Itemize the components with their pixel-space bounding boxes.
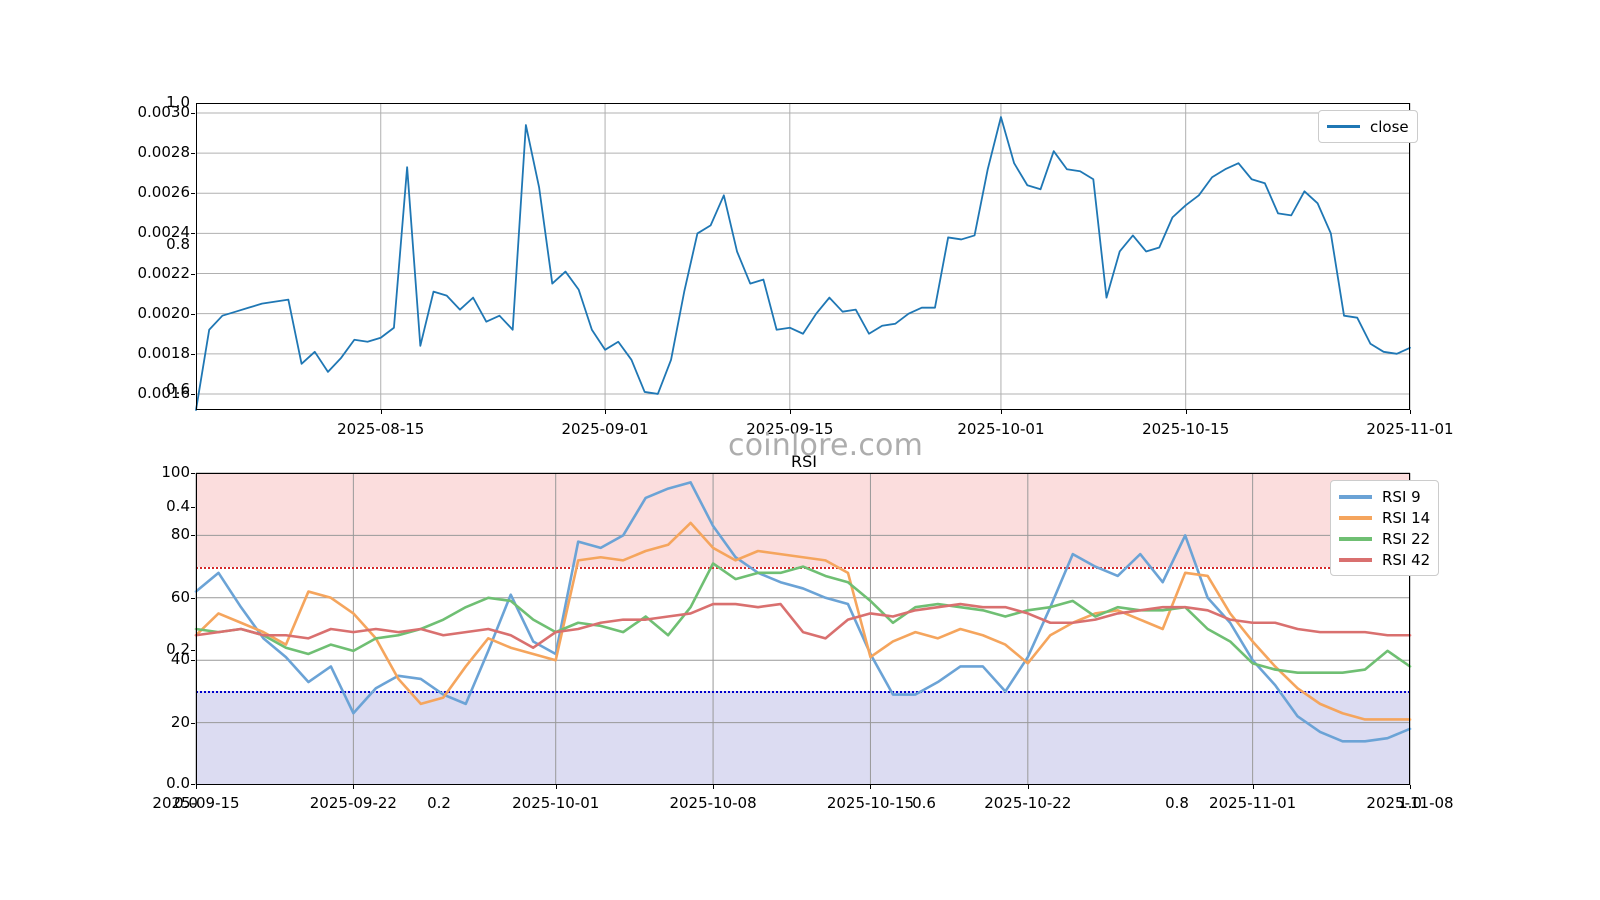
price-gridlines [196, 103, 1411, 410]
rsi-x-overlay-tick-label: 1.0 [1398, 794, 1422, 812]
y-tick-mark [191, 597, 195, 599]
rsi-series-lines [194, 481, 1412, 743]
rsi-x-tick-label: 2025-10-22 [984, 794, 1072, 812]
rsi-y-overlay-tick-label: 0.2 [166, 640, 190, 658]
legend-color-swatch-rsi-14 [1339, 515, 1372, 520]
x-tick-mark [713, 785, 715, 789]
y-tick-mark [191, 193, 195, 195]
rsi-x-overlay-tick-label: 0.0 [174, 794, 198, 812]
rsi-y-tick-label: 40 [170, 650, 190, 669]
y-tick-mark [191, 313, 195, 315]
price-y-tick-label: 0.0016 [137, 383, 191, 402]
rsi-y-overlay-tick-label: 0.0 [166, 774, 190, 792]
rsi-y-tick-label: 80 [170, 525, 190, 544]
x-tick-mark [380, 410, 382, 414]
price-y-tick-label: 0.0018 [137, 343, 191, 362]
rsi-x-tick-label: 2025-10-08 [669, 794, 757, 812]
x-tick-mark [605, 410, 607, 414]
y-tick-mark [191, 660, 195, 662]
y-tick-mark [191, 535, 195, 537]
rsi-x-overlay-tick-label: 0.6 [912, 794, 936, 812]
price-legend-item[interactable]: close [1327, 116, 1409, 137]
rsi-y-tick-label: 60 [170, 587, 190, 606]
rsi-legend-item[interactable]: RSI 14 [1339, 507, 1430, 528]
rsi-legend-label: RSI 22 [1382, 529, 1431, 548]
price-x-tick-label: 2025-09-01 [561, 420, 649, 438]
price-y-tick-label: 0.0020 [137, 303, 191, 322]
price-x-tick-label: 2025-10-01 [957, 420, 1045, 438]
y-tick-mark [191, 113, 195, 115]
rsi-legend-item[interactable]: RSI 22 [1339, 528, 1430, 549]
price-y-tick-label: 0.0028 [137, 143, 191, 162]
rsi-x-tick-label: 2025-09-22 [309, 794, 397, 812]
legend-color-swatch-close [1327, 125, 1360, 128]
y-tick-mark [191, 353, 195, 355]
price-y-overlay-tick-label: 0.8 [166, 235, 190, 253]
x-tick-mark [1027, 785, 1029, 789]
price-x-tick-label: 2025-09-15 [746, 420, 834, 438]
rsi-oversold-band [196, 691, 1410, 785]
price-y-overlay-tick-label: 0.6 [166, 380, 190, 398]
rsi-legend-label: RSI 42 [1382, 550, 1431, 569]
x-tick-mark [1410, 410, 1411, 414]
rsi-y-tick-label: 20 [170, 712, 190, 731]
rsi-panel-title: RSI [791, 452, 817, 471]
rsi-x-tick-label: 2025-09-15 [152, 794, 240, 812]
price-chart-panel [195, 103, 1411, 411]
price-x-tick-label: 2025-10-15 [1142, 420, 1230, 438]
rsi-legend[interactable]: RSI 9 RSI 14 RSI 22 RSI 42 [1330, 480, 1440, 576]
y-tick-mark [191, 233, 195, 235]
rsi-legend-label: RSI 9 [1382, 487, 1421, 506]
y-tick-mark [191, 153, 195, 155]
y-tick-mark [191, 784, 195, 785]
price-legend[interactable]: close [1318, 110, 1418, 143]
rsi-legend-item[interactable]: RSI 9 [1339, 486, 1430, 507]
x-tick-mark [789, 410, 791, 414]
rsi-legend-label: RSI 14 [1382, 508, 1431, 527]
y-tick-mark [191, 722, 195, 724]
watermark-coinlore: coinlore.com [728, 428, 924, 463]
rsi-legend-item[interactable]: RSI 42 [1339, 549, 1430, 570]
legend-color-swatch-rsi-42 [1339, 557, 1372, 562]
rsi-overbought-band [196, 473, 1410, 567]
rsi-y-overlay-tick-label: 0.4 [166, 497, 190, 515]
price-legend-label: close [1370, 117, 1409, 136]
y-tick-mark [191, 393, 195, 395]
rsi-y-tick-label: 100 [161, 463, 190, 481]
price-x-tick-label: 2025-08-15 [337, 420, 425, 438]
price-y-tick-label: 0.0026 [137, 183, 191, 202]
rsi-chart-panel [194, 472, 1412, 785]
rsi-x-tick-label: 2025-11-08 [1366, 794, 1454, 812]
y-tick-mark [191, 273, 195, 275]
x-tick-mark [1410, 785, 1411, 789]
price-y-overlay-tick-label: 1.0 [166, 93, 190, 111]
x-tick-mark [353, 785, 355, 789]
x-tick-mark [1185, 410, 1187, 414]
price-x-tick-label: 2025-11-01 [1366, 420, 1454, 438]
rsi-x-tick-label: 2025-11-01 [1209, 794, 1297, 812]
rsi-x-tick-label: 2025-10-01 [512, 794, 600, 812]
y-tick-mark [191, 473, 195, 474]
x-tick-mark [196, 785, 197, 789]
rsi-x-overlay-tick-label: 0.2 [427, 794, 451, 812]
x-tick-mark [555, 785, 557, 789]
price-y-tick-label: 0.0030 [137, 103, 191, 122]
x-tick-mark [870, 785, 872, 789]
x-tick-mark [1252, 785, 1254, 789]
x-tick-mark [1000, 410, 1002, 414]
y-tick-mark [191, 650, 195, 651]
legend-color-swatch-rsi-22 [1339, 536, 1372, 541]
rsi-x-overlay-tick-label: 0.8 [1165, 794, 1189, 812]
legend-color-swatch-rsi-9 [1339, 494, 1372, 499]
y-tick-mark [191, 507, 195, 508]
rsi-oversold-level-line [196, 691, 1410, 694]
rsi-x-tick-label: 2025-10-15 [826, 794, 915, 812]
price-y-tick-label: 0.0024 [137, 223, 191, 242]
price-series-lines [195, 116, 1411, 411]
price-y-tick-label: 0.0022 [137, 263, 191, 282]
